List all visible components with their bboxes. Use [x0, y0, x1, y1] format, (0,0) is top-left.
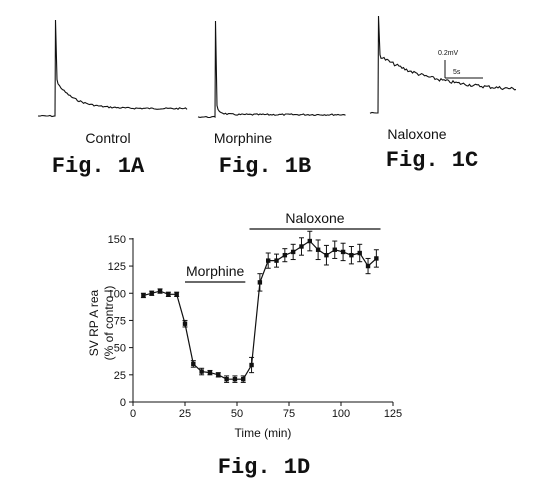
- panel-1b: Morphine Fig. 1B: [197, 20, 346, 179]
- data-point: [216, 372, 221, 378]
- y-axis-label-line-2: (% of contro l): [102, 286, 116, 361]
- data-point: [299, 244, 304, 249]
- scale-bar: 0.2mV 5s: [438, 50, 483, 79]
- data-point: [307, 238, 312, 244]
- trace-control: [37, 19, 188, 118]
- x-tick-label: 50: [231, 408, 243, 420]
- data-point: [174, 292, 179, 297]
- data-points: [141, 238, 379, 382]
- data-point: [232, 376, 238, 382]
- data-point: [332, 247, 337, 252]
- y-tick-label: 25: [114, 370, 126, 382]
- data-point: [315, 247, 321, 252]
- data-point: [149, 291, 154, 296]
- scale-bar-time-label: 5s: [453, 69, 461, 76]
- fig-label-1d: Fig. 1D: [218, 455, 310, 480]
- data-point: [157, 288, 163, 294]
- y-tick-label: 150: [108, 234, 126, 246]
- data-point: [141, 293, 146, 298]
- x-tick-label: 25: [179, 408, 191, 420]
- panel-1d: Morphine Naloxone 0 25 50 75 100 125 0 25 50 75 100…: [87, 210, 402, 480]
- fig-label-1a: Fig. 1A: [52, 154, 145, 179]
- data-point: [374, 256, 379, 261]
- panel-1c: Naloxone Fig. 1C 0.2mV 5s: [369, 15, 517, 173]
- period-bars: Morphine Naloxone: [185, 210, 381, 283]
- ticks: 0 25 50 75 100 125 0 25 50 75 100 125 150: [108, 234, 403, 420]
- y-axis-label-line-1: SV RP A rea: [87, 289, 101, 356]
- y-tick-label: 125: [108, 261, 126, 273]
- series-line: [143, 240, 377, 380]
- x-tick-label: 75: [283, 408, 295, 420]
- data-point: [349, 252, 354, 258]
- data-point: [207, 370, 213, 375]
- x-tick-label: 0: [130, 408, 136, 420]
- period-label-naloxone: Naloxone: [285, 210, 344, 226]
- fig-label-1c: Fig. 1C: [386, 148, 478, 173]
- data-point: [365, 263, 371, 269]
- period-label-morphine: Morphine: [186, 263, 245, 279]
- y-tick-label: 100: [108, 288, 126, 300]
- data-point: [274, 258, 279, 263]
- data-point: [249, 362, 254, 368]
- panel-1a: Control Fig. 1A: [37, 19, 188, 179]
- data-point: [191, 361, 196, 367]
- data-point: [241, 376, 246, 382]
- data-point: [199, 369, 204, 374]
- scale-bar-amplitude-label: 0.2mV: [438, 50, 459, 57]
- data-point: [340, 249, 346, 255]
- data-point: [182, 321, 188, 326]
- data-point: [324, 252, 329, 258]
- x-axis-label: Time (min): [235, 426, 292, 440]
- axes: [132, 238, 393, 403]
- x-tick-label: 125: [384, 408, 402, 420]
- data-point: [282, 252, 288, 258]
- data-point: [257, 280, 263, 285]
- trace-label-morphine: Morphine: [214, 130, 273, 146]
- trace-label-naloxone: Naloxone: [387, 126, 446, 142]
- data-point: [357, 250, 362, 256]
- data-point: [166, 292, 171, 297]
- data-point: [266, 258, 271, 263]
- trace-label-control: Control: [85, 130, 130, 146]
- y-tick-label: 50: [114, 343, 126, 355]
- y-tick-label: 0: [120, 397, 126, 409]
- trace-morphine: [197, 20, 346, 119]
- y-tick-label: 75: [114, 315, 126, 327]
- data-point: [290, 249, 296, 255]
- x-tick-label: 100: [332, 408, 350, 420]
- y-axis-label: SV RP A rea (% of contro l): [87, 286, 116, 361]
- fig-label-1b: Fig. 1B: [219, 154, 311, 179]
- trace-naloxone: [369, 15, 517, 114]
- data-point: [224, 376, 229, 382]
